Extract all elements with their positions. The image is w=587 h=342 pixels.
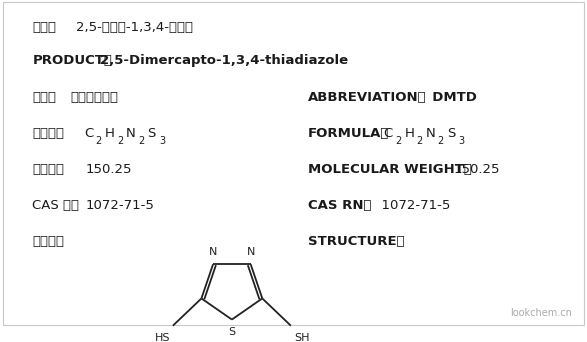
Text: HS: HS: [154, 333, 170, 342]
Text: PRODUCT：: PRODUCT：: [32, 54, 112, 67]
Text: C: C: [84, 127, 93, 140]
Text: 2: 2: [138, 136, 144, 146]
Text: 150.25: 150.25: [85, 163, 131, 176]
Text: H: H: [105, 127, 115, 140]
Text: STRUCTURE：: STRUCTURE：: [308, 235, 405, 248]
Text: 3: 3: [458, 136, 464, 146]
Text: 2: 2: [96, 136, 102, 146]
Text: N: N: [426, 127, 436, 140]
Text: lookchem.cn: lookchem.cn: [511, 308, 572, 318]
Text: 分子式：: 分子式：: [32, 127, 65, 140]
Text: 二巯基噻二唑: 二巯基噻二唑: [70, 91, 119, 104]
Text: CAS RN：: CAS RN：: [308, 199, 372, 212]
Text: 2: 2: [395, 136, 402, 146]
Text: 2,5-Dimercapto-1,3,4-thiadiazole: 2,5-Dimercapto-1,3,4-thiadiazole: [100, 54, 348, 67]
Text: 简称：: 简称：: [32, 91, 56, 104]
Text: N: N: [209, 247, 217, 256]
Text: S: S: [228, 327, 235, 337]
Text: 2: 2: [437, 136, 444, 146]
Text: 结构式：: 结构式：: [32, 235, 65, 248]
Text: 产品：: 产品：: [32, 21, 56, 34]
Text: DMTD: DMTD: [423, 91, 477, 104]
Text: CAS 号：: CAS 号：: [32, 199, 79, 212]
Text: MOLECULAR WEIGHT：: MOLECULAR WEIGHT：: [308, 163, 472, 176]
Text: S: S: [147, 127, 156, 140]
Text: 3: 3: [159, 136, 165, 146]
Text: 分子量：: 分子量：: [32, 163, 65, 176]
Text: 150.25: 150.25: [454, 163, 500, 176]
Text: SH: SH: [294, 333, 309, 342]
Text: 2: 2: [416, 136, 423, 146]
Text: N: N: [126, 127, 136, 140]
Text: C: C: [383, 127, 393, 140]
Text: 2,5-二巨基-1,3,4-噌二唑: 2,5-二巨基-1,3,4-噌二唑: [76, 21, 193, 34]
FancyBboxPatch shape: [3, 2, 584, 325]
Text: ABBREVIATION：: ABBREVIATION：: [308, 91, 427, 104]
Text: 2: 2: [117, 136, 123, 146]
Text: FORMULA：: FORMULA：: [308, 127, 390, 140]
Text: N: N: [247, 247, 255, 256]
Text: S: S: [447, 127, 455, 140]
Text: 1072-71-5: 1072-71-5: [85, 199, 154, 212]
Text: 1072-71-5: 1072-71-5: [373, 199, 450, 212]
Text: H: H: [404, 127, 414, 140]
